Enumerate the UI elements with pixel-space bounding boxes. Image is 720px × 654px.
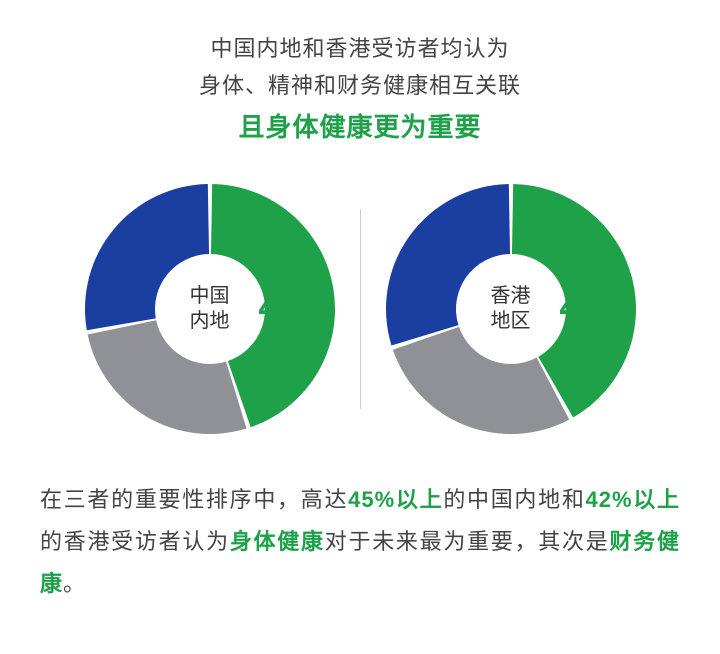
header-line-2: 身体、精神和财务健康相互关联: [40, 67, 680, 104]
donut-slice: [392, 327, 568, 434]
chart-divider: [360, 209, 361, 409]
donut-center-label: 中国内地: [190, 284, 230, 334]
charts-row: 45%身体健康27%精神健康28%财务健康中国内地 42%身体健康28%精神健康…: [40, 179, 680, 439]
footer-text-run: 对于未来最为重要，其次是: [325, 529, 610, 554]
footer-text-run: 在三者的重要性排序中，高达: [40, 487, 348, 512]
footer-text-run: 的中国内地和: [443, 487, 585, 512]
donut-center-label: 香港地区: [491, 284, 531, 334]
center-label-l2: 地区: [491, 309, 531, 334]
donut-slice: [87, 320, 246, 434]
footer-emph: 45%以上: [348, 487, 443, 512]
header-line-1: 中国内地和香港受访者均认为: [40, 30, 680, 67]
footer-emph: 身体健康: [230, 529, 325, 554]
footer-text-run: 。: [63, 571, 86, 596]
header-block: 中国内地和香港受访者均认为 身体、精神和财务健康相互关联 且身体健康更为重要: [40, 30, 680, 149]
center-label-l1: 中国: [190, 284, 230, 309]
center-label-l1: 香港: [491, 284, 531, 309]
donut-chart-mainland: 45%身体健康27%精神健康28%财务健康中国内地: [80, 179, 340, 439]
donut-chart-hongkong: 42%身体健康28%精神健康30%财务健康香港地区: [381, 179, 641, 439]
header-emphasis: 且身体健康更为重要: [40, 105, 680, 149]
footer-text-run: 的香港受访者认为: [40, 529, 230, 554]
footer-text: 在三者的重要性排序中，高达45%以上的中国内地和42%以上的香港受访者认为身体健…: [40, 479, 680, 604]
center-label-l2: 内地: [190, 309, 230, 334]
footer-emph: 42%以上: [586, 487, 680, 512]
